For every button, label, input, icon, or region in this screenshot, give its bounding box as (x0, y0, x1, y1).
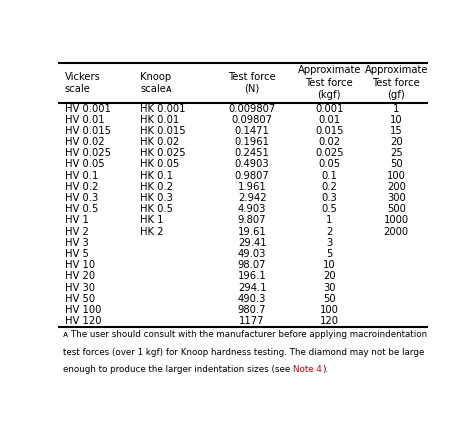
Text: HV 5: HV 5 (65, 249, 89, 259)
Text: 50: 50 (390, 160, 402, 170)
Text: HV 20: HV 20 (65, 271, 95, 281)
Text: HK 0.01: HK 0.01 (140, 114, 179, 125)
Text: 0.1471: 0.1471 (235, 126, 270, 136)
Text: HV 0.025: HV 0.025 (65, 148, 111, 158)
Text: 2: 2 (326, 226, 332, 236)
Text: HK 2: HK 2 (140, 226, 164, 236)
Text: 10: 10 (390, 114, 402, 125)
Text: 98.07: 98.07 (238, 260, 266, 270)
Text: enough to produce the larger indentation sizes (see: enough to produce the larger indentation… (63, 365, 293, 374)
Text: HV 120: HV 120 (65, 316, 101, 326)
Text: 500: 500 (387, 204, 406, 214)
Text: 10: 10 (323, 260, 336, 270)
Text: 15: 15 (390, 126, 403, 136)
Text: HK 0.05: HK 0.05 (140, 160, 179, 170)
Text: Approximate
Test force
(gf): Approximate Test force (gf) (365, 65, 428, 100)
Text: 20: 20 (323, 271, 336, 281)
Text: HK 0.015: HK 0.015 (140, 126, 186, 136)
Text: 0.02: 0.02 (318, 137, 340, 147)
Text: 0.025: 0.025 (315, 148, 344, 158)
Text: HV 0.5: HV 0.5 (65, 204, 98, 214)
Text: 29.41: 29.41 (238, 238, 266, 248)
Text: 0.2: 0.2 (321, 182, 337, 192)
Text: 100: 100 (320, 305, 339, 315)
Text: HV 0.015: HV 0.015 (65, 126, 111, 136)
Text: test forces (over 1 kgf) for Knoop hardness testing. The diamond may not be larg: test forces (over 1 kgf) for Knoop hardn… (63, 347, 424, 357)
Text: HV 0.1: HV 0.1 (65, 170, 98, 180)
Text: 0.3: 0.3 (321, 193, 337, 203)
Text: HV 3: HV 3 (65, 238, 89, 248)
Text: 19.61: 19.61 (238, 226, 266, 236)
Text: HK 0.025: HK 0.025 (140, 148, 186, 158)
Text: HK 0.5: HK 0.5 (140, 204, 173, 214)
Text: 100: 100 (387, 170, 406, 180)
Text: 9.807: 9.807 (238, 215, 266, 225)
Text: 0.1961: 0.1961 (235, 137, 270, 147)
Text: HK 0.1: HK 0.1 (140, 170, 173, 180)
Text: ᴀ The user should consult with the manufacturer before applying macroindentation: ᴀ The user should consult with the manuf… (63, 330, 427, 339)
Text: 0.9807: 0.9807 (235, 170, 270, 180)
Text: 2000: 2000 (384, 226, 409, 236)
Text: 2.942: 2.942 (238, 193, 266, 203)
Text: HV 0.2: HV 0.2 (65, 182, 98, 192)
Text: 0.001: 0.001 (315, 104, 344, 114)
Text: HK 0.3: HK 0.3 (140, 193, 173, 203)
Text: 0.4903: 0.4903 (235, 160, 269, 170)
Text: 0.1: 0.1 (321, 170, 337, 180)
Text: 25: 25 (390, 148, 403, 158)
Text: 4.903: 4.903 (238, 204, 266, 214)
Text: 980.7: 980.7 (238, 305, 266, 315)
Text: 20: 20 (390, 137, 402, 147)
Text: HV 100: HV 100 (65, 305, 101, 315)
Text: 0.015: 0.015 (315, 126, 344, 136)
Text: 300: 300 (387, 193, 406, 203)
Text: 1000: 1000 (384, 215, 409, 225)
Text: 50: 50 (323, 294, 336, 304)
Text: HK 0.02: HK 0.02 (140, 137, 179, 147)
Text: 0.5: 0.5 (321, 204, 337, 214)
Text: 490.3: 490.3 (238, 294, 266, 304)
Text: Approximate
Test force
(kgf): Approximate Test force (kgf) (298, 65, 361, 100)
Text: 5: 5 (326, 249, 332, 259)
Text: 30: 30 (323, 282, 336, 292)
Text: HK 1: HK 1 (140, 215, 164, 225)
Text: HK 0.001: HK 0.001 (140, 104, 185, 114)
Text: 120: 120 (320, 316, 339, 326)
Text: HK 0.2: HK 0.2 (140, 182, 173, 192)
Text: 49.03: 49.03 (238, 249, 266, 259)
Text: HV 0.3: HV 0.3 (65, 193, 98, 203)
Text: 0.009807: 0.009807 (228, 104, 276, 114)
Text: Knoop
scaleᴀ: Knoop scaleᴀ (140, 72, 172, 94)
Text: Vickers
scale: Vickers scale (65, 72, 100, 94)
Text: 294.1: 294.1 (238, 282, 266, 292)
Text: 3: 3 (326, 238, 332, 248)
Text: 0.05: 0.05 (318, 160, 340, 170)
Text: HV 10: HV 10 (65, 260, 95, 270)
Text: HV 2: HV 2 (65, 226, 89, 236)
Text: 0.09807: 0.09807 (232, 114, 273, 125)
Text: HV 0.05: HV 0.05 (65, 160, 104, 170)
Text: HV 1: HV 1 (65, 215, 89, 225)
Text: HV 0.02: HV 0.02 (65, 137, 104, 147)
Text: ).: ). (322, 365, 328, 374)
Text: HV 30: HV 30 (65, 282, 95, 292)
Text: 200: 200 (387, 182, 406, 192)
Text: 1.961: 1.961 (238, 182, 266, 192)
Text: 0.01: 0.01 (318, 114, 340, 125)
Text: HV 0.01: HV 0.01 (65, 114, 104, 125)
Text: 1: 1 (326, 215, 332, 225)
Text: HV 0.001: HV 0.001 (65, 104, 110, 114)
Text: 1177: 1177 (239, 316, 265, 326)
Text: 0.2451: 0.2451 (235, 148, 270, 158)
Text: Note 4: Note 4 (293, 365, 322, 374)
Text: 196.1: 196.1 (238, 271, 266, 281)
Text: HV 50: HV 50 (65, 294, 95, 304)
Text: 1: 1 (393, 104, 400, 114)
Text: Test force
(N): Test force (N) (228, 72, 276, 94)
